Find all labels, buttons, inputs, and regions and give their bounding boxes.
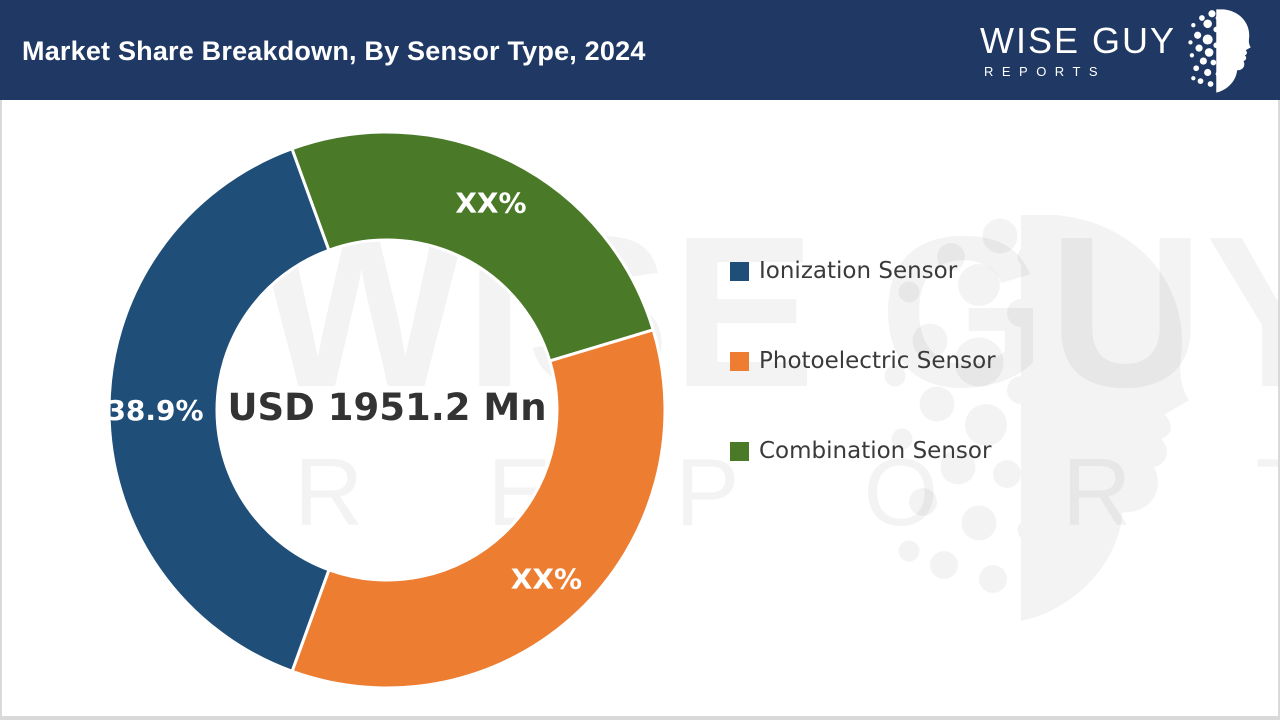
chart-area: WISE GUY R E P O R T S XX%XX%38.9% USD 1… <box>0 100 1280 720</box>
legend-label-combination-sensor: Combination Sensor <box>759 437 992 464</box>
chart-legend: Ionization Sensor Photoelectric Sensor Com… <box>730 226 996 496</box>
donut-center-value: USD 1951.2 Mn <box>227 386 547 429</box>
brand-subtitle: REPORTS <box>983 64 1107 79</box>
brand-name: WISE GUY <box>979 20 1176 61</box>
legend-label-ionization-sensor: Ionization Sensor <box>759 257 958 284</box>
legend-swatch-photoelectric-sensor <box>730 351 749 371</box>
segment-label-ionization-sensor: 38.9% <box>107 394 204 427</box>
brand-logo: WISE GUY REPORTS <box>980 6 1262 96</box>
donut-chart: XX% XX% 38.9% <box>107 130 667 690</box>
segment-label-photoelectric-sensor: XX% <box>511 563 582 596</box>
brand-logo-text: WISE GUY REPORTS <box>979 20 1176 80</box>
page-title: Market Share Breakdown, By Sensor Type, … <box>22 36 646 66</box>
legend-item-ionization-sensor: Ionization Sensor <box>730 226 996 316</box>
legend-item-photoelectric-sensor: Photoelectric Sensor <box>730 316 996 406</box>
donut-segment-ionization-sensor <box>107 146 331 674</box>
legend-swatch-ionization-sensor <box>730 261 749 281</box>
header-bar: Market Share Breakdown, By Sensor Type, … <box>0 0 1280 100</box>
donut-segment-photoelectric-sensor <box>290 327 667 690</box>
donut-segment-combination-sensor <box>289 130 656 363</box>
legend-item-combination-sensor: Combination Sensor <box>730 406 996 496</box>
legend-label-photoelectric-sensor: Photoelectric Sensor <box>759 347 996 374</box>
head-profile-icon <box>1182 8 1262 94</box>
segment-label-combination-sensor: XX% <box>455 187 526 220</box>
legend-swatch-combination-sensor <box>730 441 749 461</box>
